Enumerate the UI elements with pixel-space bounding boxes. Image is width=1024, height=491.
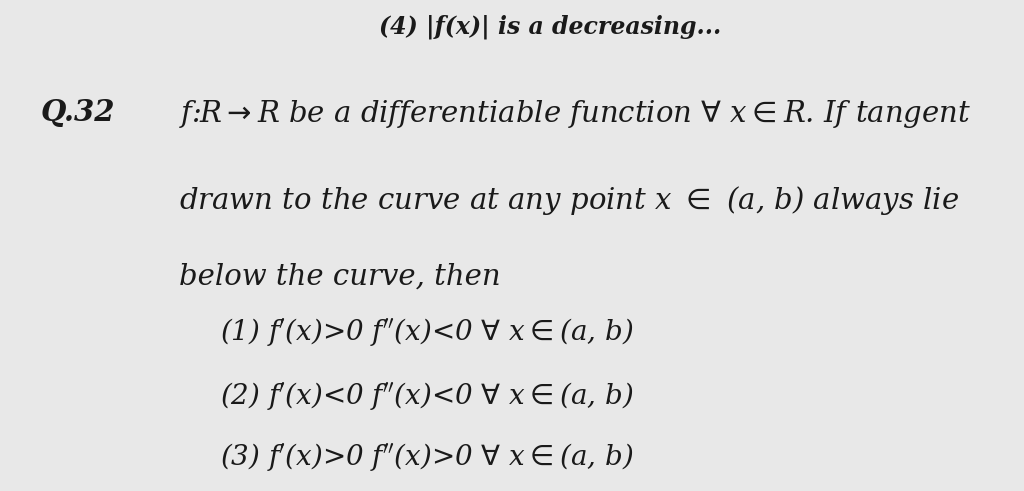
Text: (2) f$'$(x)<0 f$''$(x)<0 $\forall$ x$\in$(a, b): (2) f$'$(x)<0 f$''$(x)<0 $\forall$ x$\in… xyxy=(220,381,634,413)
Text: (3) f$'$(x)>0 f$''$(x)>0 $\forall$ x$\in$(a, b): (3) f$'$(x)>0 f$''$(x)>0 $\forall$ x$\in… xyxy=(220,442,634,474)
Text: drawn to the curve at any point x $\in$ (a, b) always lie: drawn to the curve at any point x $\in$ … xyxy=(179,184,959,217)
Text: below the curve, then: below the curve, then xyxy=(179,263,501,291)
Text: (1) f$'$(x)>0 f$''$(x)<0 $\forall$ x$\in$(a, b): (1) f$'$(x)>0 f$''$(x)<0 $\forall$ x$\in… xyxy=(220,317,634,349)
Text: (4) |f(x)| is a decreasing...: (4) |f(x)| is a decreasing... xyxy=(379,15,721,39)
Text: f:R$\rightarrow$R be a differentiable function $\forall$ x$\in$R. If tangent: f:R$\rightarrow$R be a differentiable fu… xyxy=(179,98,972,130)
Text: Q.32: Q.32 xyxy=(41,98,116,127)
